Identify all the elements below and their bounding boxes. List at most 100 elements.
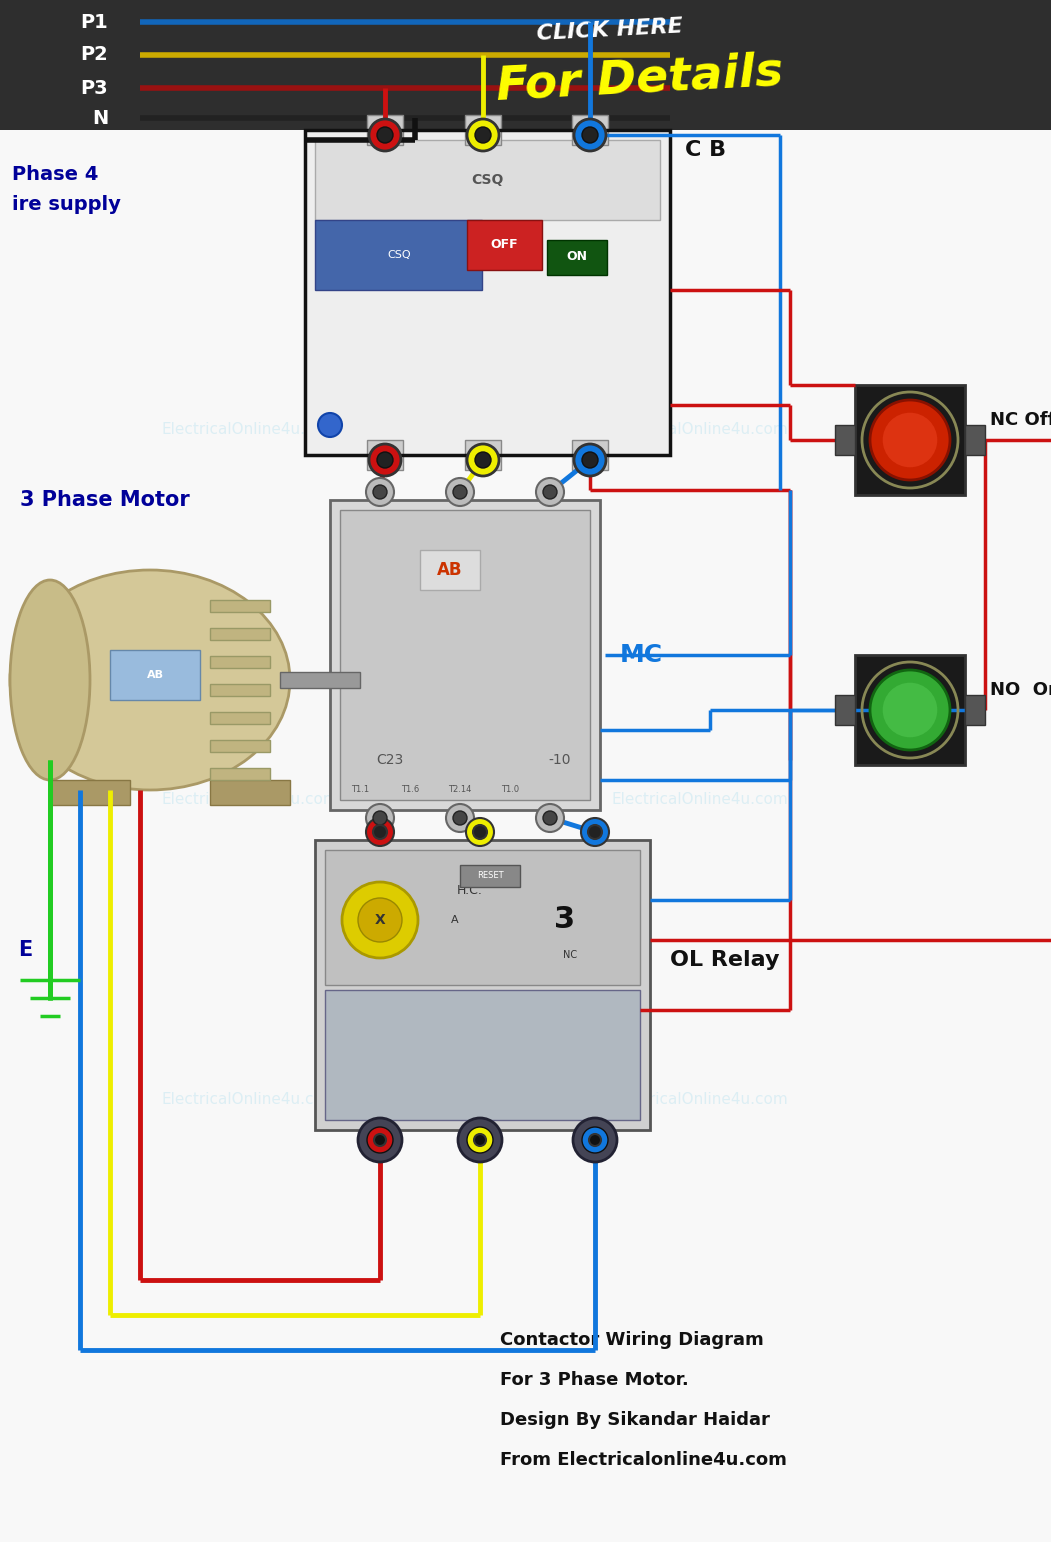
Bar <box>367 439 403 470</box>
Bar <box>367 116 403 145</box>
Circle shape <box>467 119 499 151</box>
Bar <box>834 695 856 725</box>
Bar <box>325 850 640 985</box>
Circle shape <box>367 1127 393 1153</box>
Circle shape <box>467 1127 493 1153</box>
Circle shape <box>458 1118 502 1163</box>
Bar <box>547 241 607 274</box>
Bar <box>330 500 600 810</box>
Text: NC: NC <box>563 950 577 961</box>
Bar <box>315 221 482 290</box>
Circle shape <box>373 825 387 839</box>
Text: A: A <box>451 914 459 925</box>
Bar <box>210 600 270 612</box>
Circle shape <box>369 444 401 476</box>
Bar <box>110 651 200 700</box>
Text: P2: P2 <box>80 46 108 65</box>
Text: E: E <box>18 941 33 961</box>
Circle shape <box>574 119 606 151</box>
Circle shape <box>536 803 564 833</box>
Text: MC: MC <box>620 643 663 668</box>
Bar <box>465 116 501 145</box>
Text: CLICK HERE: CLICK HERE <box>536 15 683 43</box>
Circle shape <box>453 811 467 825</box>
Bar <box>210 712 270 725</box>
Text: X: X <box>374 913 386 927</box>
Bar <box>467 221 542 270</box>
Circle shape <box>581 817 609 847</box>
Text: P1: P1 <box>80 12 108 31</box>
Circle shape <box>473 825 487 839</box>
Text: NC Off/Reset: NC Off/Reset <box>990 412 1051 429</box>
Circle shape <box>374 1133 386 1146</box>
Text: OL Relay: OL Relay <box>669 950 780 970</box>
Bar <box>210 685 270 695</box>
Circle shape <box>366 817 394 847</box>
Circle shape <box>475 126 491 143</box>
Bar <box>210 740 270 752</box>
Circle shape <box>475 452 491 469</box>
Text: ON: ON <box>566 250 588 264</box>
Text: ElectricalOnline4u.com: ElectricalOnline4u.com <box>612 1092 788 1107</box>
Text: AB: AB <box>437 561 462 578</box>
Text: CSQ: CSQ <box>387 250 411 261</box>
Circle shape <box>446 803 474 833</box>
Bar <box>420 550 480 591</box>
Text: Contactor Wiring Diagram: Contactor Wiring Diagram <box>500 1331 764 1349</box>
Circle shape <box>543 486 557 500</box>
Circle shape <box>453 486 467 500</box>
Circle shape <box>588 825 602 839</box>
Bar <box>315 840 650 1130</box>
Bar <box>210 628 270 640</box>
Bar <box>210 780 290 805</box>
Text: T1.0: T1.0 <box>501 785 519 794</box>
Circle shape <box>377 126 393 143</box>
Text: Design By Sikandar Haidar: Design By Sikandar Haidar <box>500 1411 770 1429</box>
Text: CSQ: CSQ <box>471 173 503 187</box>
Text: ElectricalOnline4u.com: ElectricalOnline4u.com <box>612 423 788 438</box>
Text: N: N <box>91 108 108 128</box>
Bar <box>210 768 270 780</box>
Text: P3: P3 <box>80 79 108 97</box>
Text: T1.6: T1.6 <box>400 785 419 794</box>
Circle shape <box>358 897 401 942</box>
Text: T2.14: T2.14 <box>449 785 472 794</box>
Text: For Details: For Details <box>495 49 785 109</box>
Circle shape <box>582 1127 607 1153</box>
Bar <box>856 386 965 495</box>
Bar <box>50 780 130 805</box>
Text: For 3 Phase Motor.: For 3 Phase Motor. <box>500 1371 688 1389</box>
Circle shape <box>467 444 499 476</box>
Text: -10: -10 <box>549 752 572 766</box>
Text: 3: 3 <box>555 905 576 934</box>
Circle shape <box>582 452 598 469</box>
Text: OFF: OFF <box>490 239 518 251</box>
Circle shape <box>882 682 937 739</box>
Bar <box>341 510 590 800</box>
Circle shape <box>366 803 394 833</box>
Circle shape <box>543 811 557 825</box>
Circle shape <box>589 1133 601 1146</box>
Bar <box>305 130 669 455</box>
Text: RESET: RESET <box>477 871 503 880</box>
Text: Phase 4: Phase 4 <box>12 165 99 185</box>
Circle shape <box>870 399 950 480</box>
Bar <box>315 140 660 221</box>
Bar <box>965 695 985 725</box>
Text: C23: C23 <box>376 752 404 766</box>
Bar <box>280 672 360 688</box>
Bar <box>856 655 965 765</box>
Circle shape <box>373 486 387 500</box>
Text: ElectricalOnline4u.com: ElectricalOnline4u.com <box>612 793 788 808</box>
Circle shape <box>573 1118 617 1163</box>
Circle shape <box>373 811 387 825</box>
Bar <box>0 0 1051 130</box>
Circle shape <box>369 119 401 151</box>
Circle shape <box>466 817 494 847</box>
Text: ElectricalOnline4u.com: ElectricalOnline4u.com <box>162 423 338 438</box>
Circle shape <box>870 671 950 749</box>
Bar <box>965 426 985 455</box>
Bar <box>460 865 520 887</box>
Circle shape <box>536 478 564 506</box>
Bar <box>305 130 669 455</box>
